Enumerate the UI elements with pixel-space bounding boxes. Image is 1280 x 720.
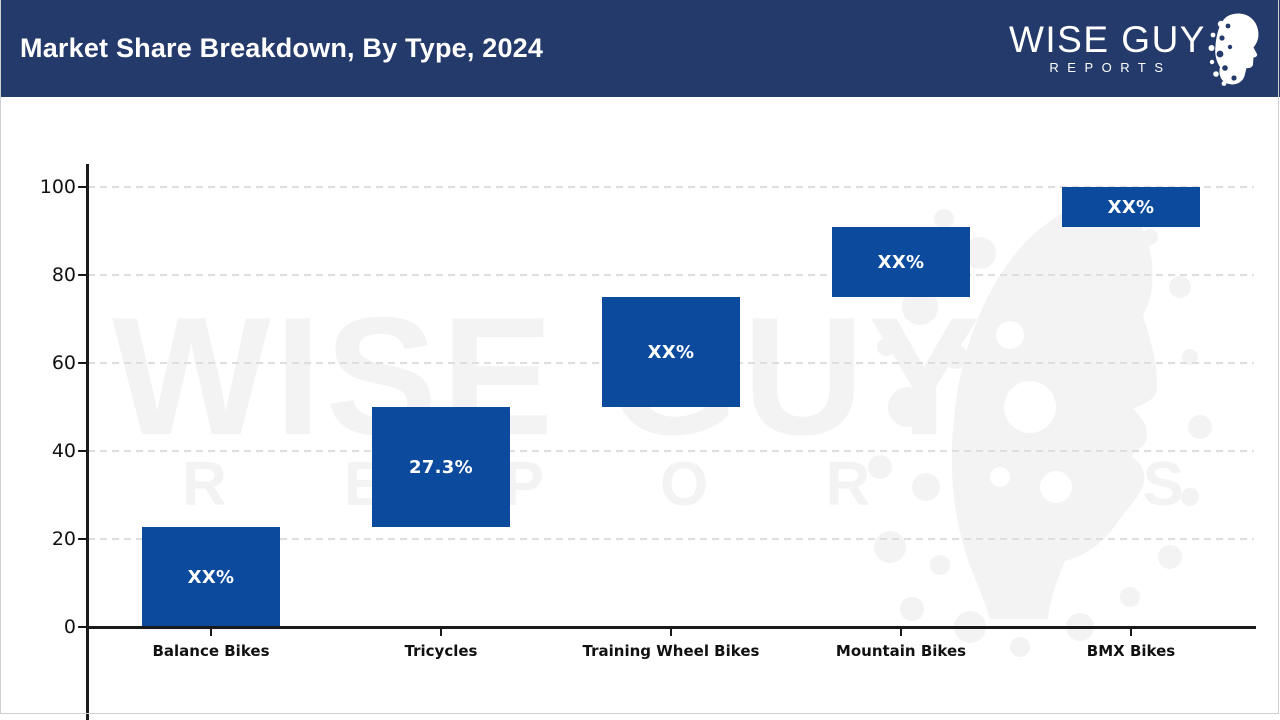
y-tick-label: 60: [51, 352, 76, 374]
x-tick-mark: [670, 628, 672, 636]
wise-guy-reports-logo: WISE GUY REPORTS: [1009, 0, 1264, 97]
x-tick-mark: [210, 628, 212, 636]
gridline: [88, 450, 1254, 452]
logo-subtitle: REPORTS: [1049, 60, 1172, 75]
y-tick-mark: [78, 274, 86, 276]
watermark-wordmark: WISE GUY: [112, 282, 985, 470]
x-axis-label: Training Wheel Bikes: [582, 642, 760, 660]
y-tick-label: 100: [39, 176, 76, 198]
y-tick-mark: [78, 538, 86, 540]
bar-mountain-bikes: XX%: [832, 227, 970, 297]
gridline: [88, 538, 1254, 540]
x-axis-label: Balance Bikes: [152, 642, 270, 660]
bar-value-label: 27.3%: [409, 456, 473, 478]
bar-value-label: XX%: [877, 251, 925, 273]
gridline: [88, 186, 1254, 188]
x-tick-mark: [900, 628, 902, 636]
bar-training-wheel-bikes: XX%: [602, 297, 740, 407]
y-tick-label: 20: [51, 528, 76, 550]
logo-face-icon: [1208, 12, 1259, 86]
x-axis-label: Tricycles: [404, 642, 478, 660]
logo-text: WISE GUY REPORTS: [1008, 19, 1206, 75]
bar-value-label: XX%: [1107, 196, 1155, 218]
y-tick-label: 40: [51, 440, 76, 462]
logo-wordmark: WISE GUY: [1008, 19, 1206, 60]
bar-value-label: XX%: [647, 341, 695, 363]
x-axis-label: Mountain Bikes: [835, 642, 967, 660]
y-tick-label: 0: [63, 616, 76, 638]
header-bar: Market Share Breakdown, By Type, 2024 WI…: [0, 0, 1280, 97]
x-axis-line: [86, 626, 1256, 629]
x-tick-mark: [440, 628, 442, 636]
y-tick-label: 80: [51, 264, 76, 286]
y-tick-mark: [78, 450, 86, 452]
y-axis-line: [86, 164, 89, 720]
x-tick-mark: [1130, 628, 1132, 636]
y-tick-mark: [78, 186, 86, 188]
y-tick-mark: [78, 362, 86, 364]
bar-balance-bikes: XX%: [142, 527, 280, 627]
bar-value-label: XX%: [187, 566, 235, 588]
bar-bmx-bikes: XX%: [1062, 187, 1200, 228]
gridline: [88, 274, 1254, 276]
bar-tricycles: 27.3%: [372, 407, 510, 528]
page-title: Market Share Breakdown, By Type, 2024: [20, 33, 544, 63]
x-axis-label: BMX Bikes: [1086, 642, 1176, 660]
y-tick-mark: [78, 626, 86, 628]
chart-area: WISE GUY R E P O R T S 0 20 40 60 80 100 XX% Ba…: [0, 97, 1280, 720]
